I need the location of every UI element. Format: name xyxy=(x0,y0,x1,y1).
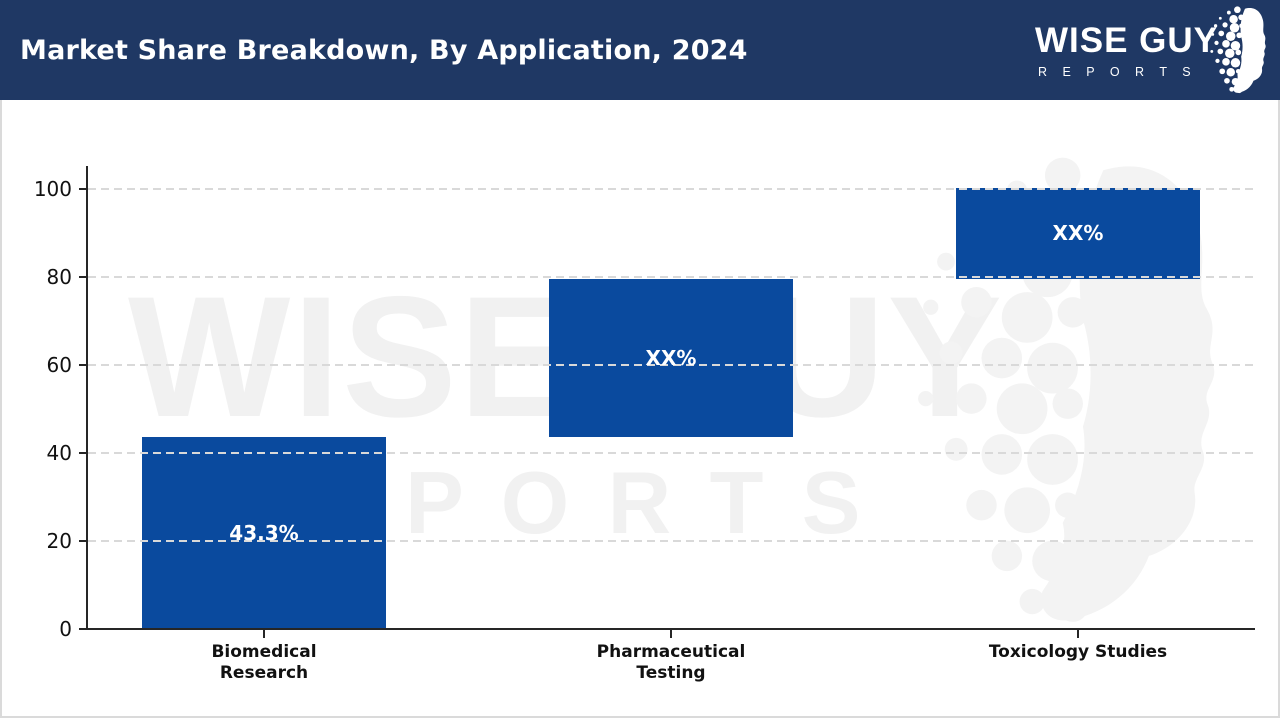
x-tick xyxy=(263,630,265,638)
y-tick-label: 0 xyxy=(59,617,72,641)
gridline xyxy=(88,276,1253,278)
y-tick-label: 40 xyxy=(46,441,72,465)
bar-value-label: XX% xyxy=(1052,221,1104,246)
bar-value-label: XX% xyxy=(645,346,697,371)
gridline xyxy=(88,452,1253,454)
bar-value-label: 43.3% xyxy=(229,520,299,545)
category-label-line: Pharmaceutical xyxy=(596,642,746,662)
category-label: Toxicology Studies xyxy=(918,642,1238,663)
y-tick xyxy=(79,628,86,630)
gridline xyxy=(88,364,1253,366)
axis-frame xyxy=(86,166,1255,630)
logo-wordmark: WISE GUY xyxy=(1034,20,1218,60)
wiseguy-face-icon xyxy=(1210,6,1266,94)
x-tick xyxy=(1077,630,1079,638)
bar xyxy=(549,278,793,438)
page-title: Market Share Breakdown, By Application, … xyxy=(20,34,748,66)
y-tick xyxy=(79,452,86,454)
logo-reports-label: R E P O R T S xyxy=(1037,64,1197,79)
x-tick xyxy=(670,630,672,638)
category-label-line: Testing xyxy=(636,663,706,683)
bar xyxy=(142,437,386,628)
wiseguy-logo: WISE GUY R E P O R T S xyxy=(1035,5,1266,95)
y-tick-label: 60 xyxy=(46,353,72,377)
gridline xyxy=(88,540,1253,542)
y-tick xyxy=(79,540,86,542)
y-tick-label: 20 xyxy=(46,529,72,553)
y-tick-label: 80 xyxy=(46,265,72,289)
logo-wordmark-block: WISE GUY R E P O R T S xyxy=(1034,20,1218,79)
y-tick-label: 100 xyxy=(33,177,72,201)
y-tick xyxy=(79,276,86,278)
chart: WISE GUY R E P O R T S 43.3% XX% XX% 0 20 40 6… xyxy=(0,100,1280,720)
category-label-line: Toxicology Studies xyxy=(988,642,1168,662)
bar xyxy=(956,188,1200,279)
category-label: Biomedical Research xyxy=(104,642,424,684)
category-label-line: Research xyxy=(219,663,309,683)
category-label-line: Biomedical xyxy=(211,642,317,662)
category-label: Pharmaceutical Testing xyxy=(511,642,831,684)
gridline xyxy=(88,188,1253,190)
y-tick xyxy=(79,188,86,190)
y-tick xyxy=(79,364,86,366)
header-bar: Market Share Breakdown, By Application, … xyxy=(0,0,1280,100)
